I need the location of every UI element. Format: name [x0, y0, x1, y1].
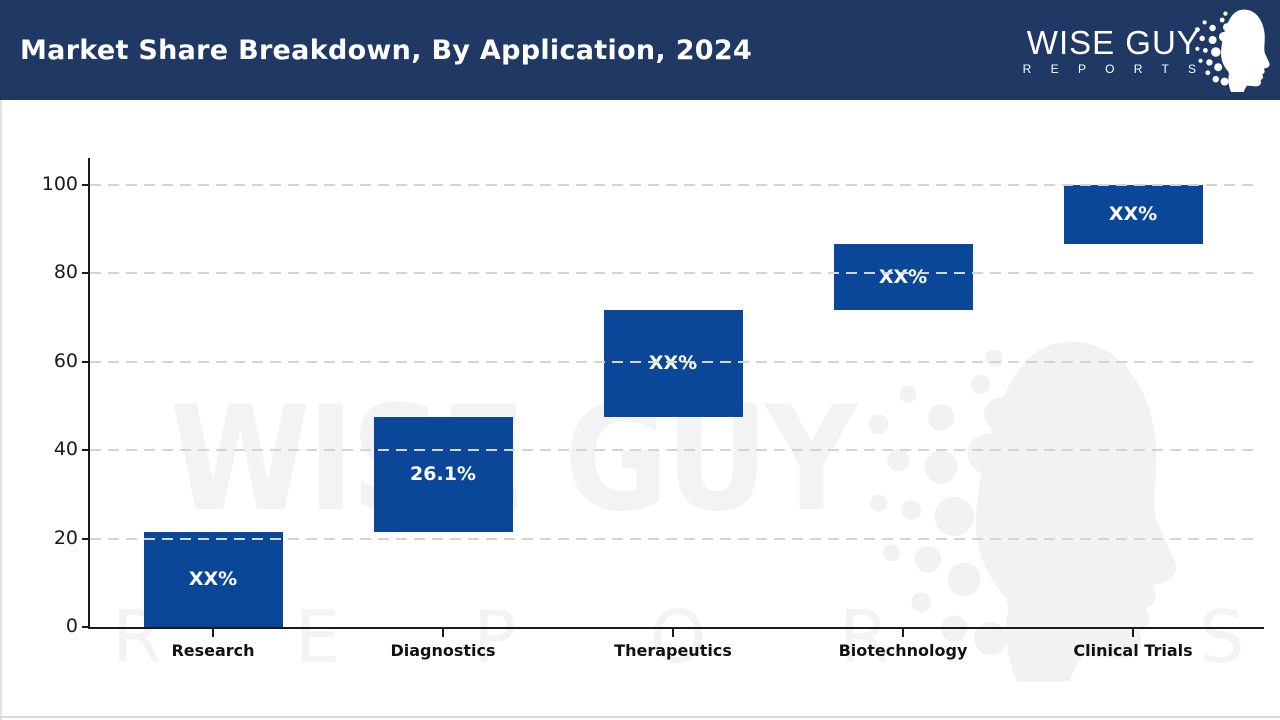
bar-therapeutics: XX%: [603, 310, 743, 417]
brand-name: WISE GUY: [1026, 23, 1200, 61]
chart-canvas: WISE GUY R E P O R T S 0 20 40 60 80 100 XX% Re: [0, 100, 1280, 720]
x-category-label: Clinical Trials: [1073, 641, 1193, 660]
watermark-text-1: WISE GUY: [169, 375, 858, 544]
gridline-20: [90, 537, 1260, 540]
bar-value-label: XX%: [878, 265, 928, 288]
bar-value-label: XX%: [188, 568, 238, 591]
gridline-80: [90, 272, 1260, 275]
gridline-40: [90, 449, 1260, 452]
y-tick-label-60: 60: [53, 349, 78, 372]
y-tick-60: [82, 360, 90, 363]
bar-value-label: XX%: [648, 352, 698, 375]
y-tick-80: [82, 272, 90, 275]
x-axis: [88, 627, 1264, 629]
y-tick-100: [82, 184, 90, 186]
y-tick-label-20: 20: [53, 526, 78, 549]
brand-logo-text: WISE GUY R E P O R T S: [1023, 26, 1204, 75]
y-tick-40: [82, 449, 90, 452]
y-axis: [88, 158, 90, 629]
bar-diagnostics: 26.1%: [373, 416, 513, 532]
y-tick-label-40: 40: [53, 438, 78, 461]
page-title: Market Share Breakdown, By Application, …: [20, 34, 753, 66]
watermark-face-icon: [852, 310, 1182, 694]
x-category-label: Research: [171, 641, 255, 660]
bar-value-label: 26.1%: [410, 463, 476, 486]
gridline-60: [90, 360, 1260, 363]
bar-biotechnology: XX%: [833, 243, 973, 311]
x-tick-1: [212, 629, 214, 637]
bar-value-label: XX%: [1108, 203, 1158, 226]
bar-clinical-trials: XX%: [1063, 185, 1203, 244]
header-band: Market Share Breakdown, By Application, …: [0, 0, 1280, 100]
x-tick-2: [442, 629, 444, 637]
brand-logo: WISE GUY R E P O R T S: [1023, 6, 1272, 94]
y-tick-label-100: 100: [41, 173, 78, 195]
x-tick-5: [1132, 629, 1134, 637]
gridline-100: [90, 184, 1260, 186]
y-tick-label-0: 0: [65, 615, 78, 637]
x-category-label: Biotechnology: [838, 641, 968, 660]
face-profile-icon: [1190, 4, 1272, 96]
y-tick-0: [82, 626, 90, 628]
x-tick-3: [672, 629, 674, 637]
bar-research: XX%: [143, 531, 283, 627]
brand-subname: R E P O R T S: [1022, 61, 1204, 76]
x-category-label: Diagnostics: [390, 641, 496, 660]
bottom-divider: [0, 716, 1280, 718]
y-tick-20: [82, 537, 90, 540]
x-tick-4: [902, 629, 904, 637]
x-category-label: Therapeutics: [614, 641, 732, 660]
y-tick-label-80: 80: [53, 261, 78, 284]
